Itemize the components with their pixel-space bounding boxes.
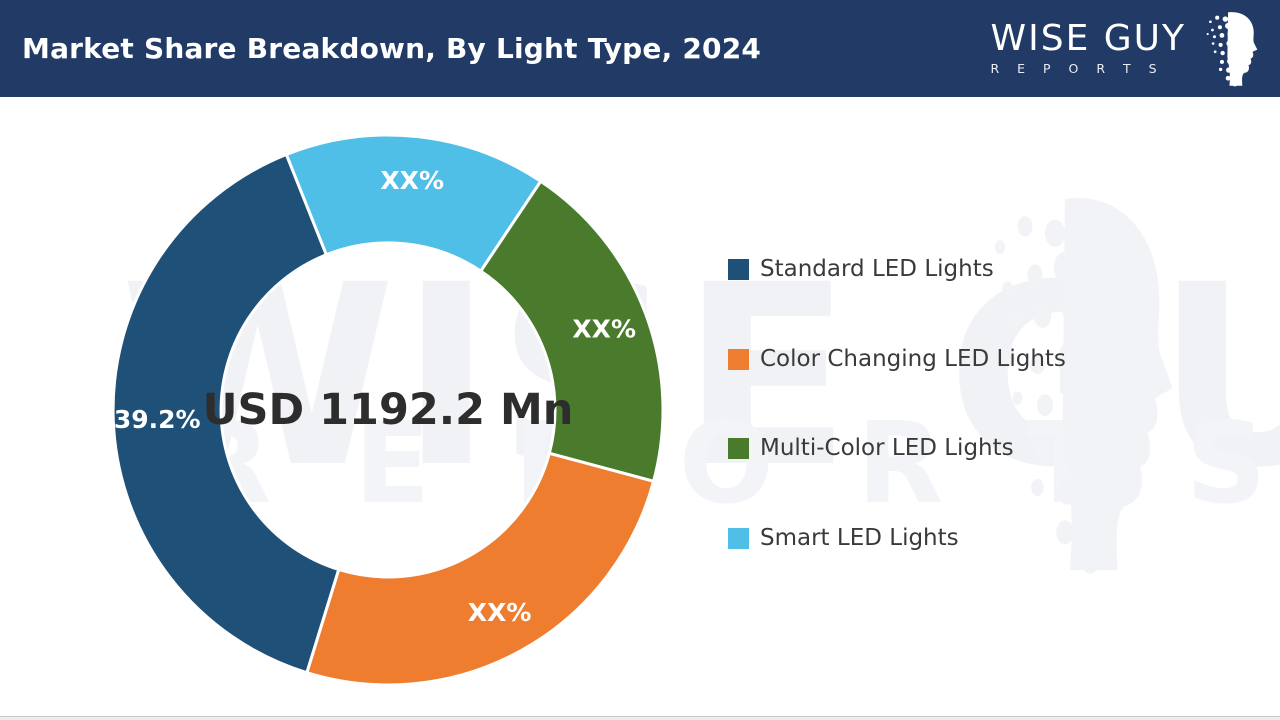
head-dot [1220,50,1225,55]
head-dot [1030,353,1045,375]
head-dot [1058,341,1082,373]
head-dot [1062,291,1088,327]
head-dot [1222,15,1229,22]
head-dot [1218,42,1223,47]
head-dot [1027,264,1043,285]
head-dot [1233,65,1242,73]
head-dot [1225,75,1231,81]
head-dot [1037,394,1053,417]
head-dot [1045,219,1065,247]
head-dot [1090,332,1120,375]
legend-item-standard-led-lights: Standard LED Lights [728,256,1066,284]
head-dot [1212,34,1216,38]
brand-subtitle: R E P O R T S [990,61,1164,76]
head-dot [1085,240,1115,282]
donut-chart: XX% XX% XX% 39.2% [111,133,665,687]
head-dot [1232,80,1238,86]
watermark-head-logo [986,198,1173,574]
head-dot [1215,15,1220,20]
legend-swatch-icon [728,528,749,550]
legend-swatch-icon [728,348,749,370]
legend-swatch-icon [728,259,749,281]
head-dot [1061,430,1084,462]
legend-label: Smart LED Lights [760,524,959,551]
chart-legend: Standard LED Lights Color Changing LED Li… [728,256,1066,552]
head-dot [1234,38,1244,47]
slice-label-color-changing-led-lights: XX% [468,598,532,627]
head-dot [1218,67,1223,71]
brand-logo-text: WISE GUY R E P O R T S [990,18,1187,77]
header-bar: Market Share Breakdown, By Light Type, 2… [0,0,1280,97]
head-dot [1213,49,1217,53]
legend-item-smart-led-lights: Smart LED Lights [728,525,1066,553]
head-dot [1017,216,1033,237]
head-dot [1225,22,1232,29]
head-dot [986,303,994,315]
head-dot [1236,46,1246,56]
head-dot [1012,391,1023,406]
head-dot [1232,73,1240,81]
head-dot [1235,28,1245,38]
legend-item-multi-color-led-lights: Multi-Color LED Lights [728,435,1066,463]
head-dot [1219,59,1224,64]
head-dot [1005,350,1015,364]
head-dot [1206,32,1209,35]
legend-label: Multi-Color LED Lights [760,435,1014,462]
head-dot [1227,57,1234,64]
head-dot [1057,477,1078,505]
head-dot [1082,511,1108,547]
legend-label: Standard LED Lights [760,256,994,282]
pie-slice-multi-color-led-lights [479,179,665,483]
head-dot [1065,384,1090,419]
bottom-divider [0,716,1280,720]
head-dot [1035,439,1050,461]
slice-label-standard-led-lights: 39.2% [114,405,201,434]
legend-swatch-icon [728,438,749,460]
head-dot [995,240,1005,254]
chart-center-value: USD 1192.2 Mn [202,385,574,435]
head-dot [1092,422,1123,464]
brand-logo: WISE GUY R E P O R T S [991,10,1259,88]
head-dot [1227,30,1235,37]
head-dot [1086,468,1114,507]
head-dot [1002,281,1013,296]
head-dot [1031,479,1044,497]
head-dot [1228,48,1235,56]
head-dot [1233,19,1242,29]
pie-slice-standard-led-lights [111,153,341,675]
head-dot [1033,303,1052,328]
head-dot [1209,19,1212,23]
slice-label-smart-led-lights: XX% [380,166,444,195]
head-dot [1096,375,1129,421]
brand-head-icon [1206,11,1258,86]
head-dot [1235,55,1244,65]
head-dot [1093,283,1127,328]
head-dot [1226,66,1232,73]
head-dot [1231,12,1239,20]
head-dot [1217,24,1222,29]
legend-item-color-changing-led-lights: Color Changing LED Lights [728,346,1066,374]
head-dot [1056,520,1074,545]
head-dot [1080,546,1100,574]
page-title: Market Share Breakdown, By Light Type, 2… [22,32,762,65]
head-dot [1077,202,1103,237]
head-dot [1211,28,1214,31]
head-dot [1211,41,1215,45]
pie-slice-color-changing-led-lights [305,451,656,687]
head-dot [1226,40,1233,47]
legend-label: Color Changing LED Lights [760,345,1066,372]
head-dot [1009,315,1021,331]
head-dot [1219,32,1225,38]
slice-label-multi-color-led-lights: XX% [572,314,636,343]
brand-name: WISE GUY [990,18,1186,59]
head-dot [1053,252,1077,284]
